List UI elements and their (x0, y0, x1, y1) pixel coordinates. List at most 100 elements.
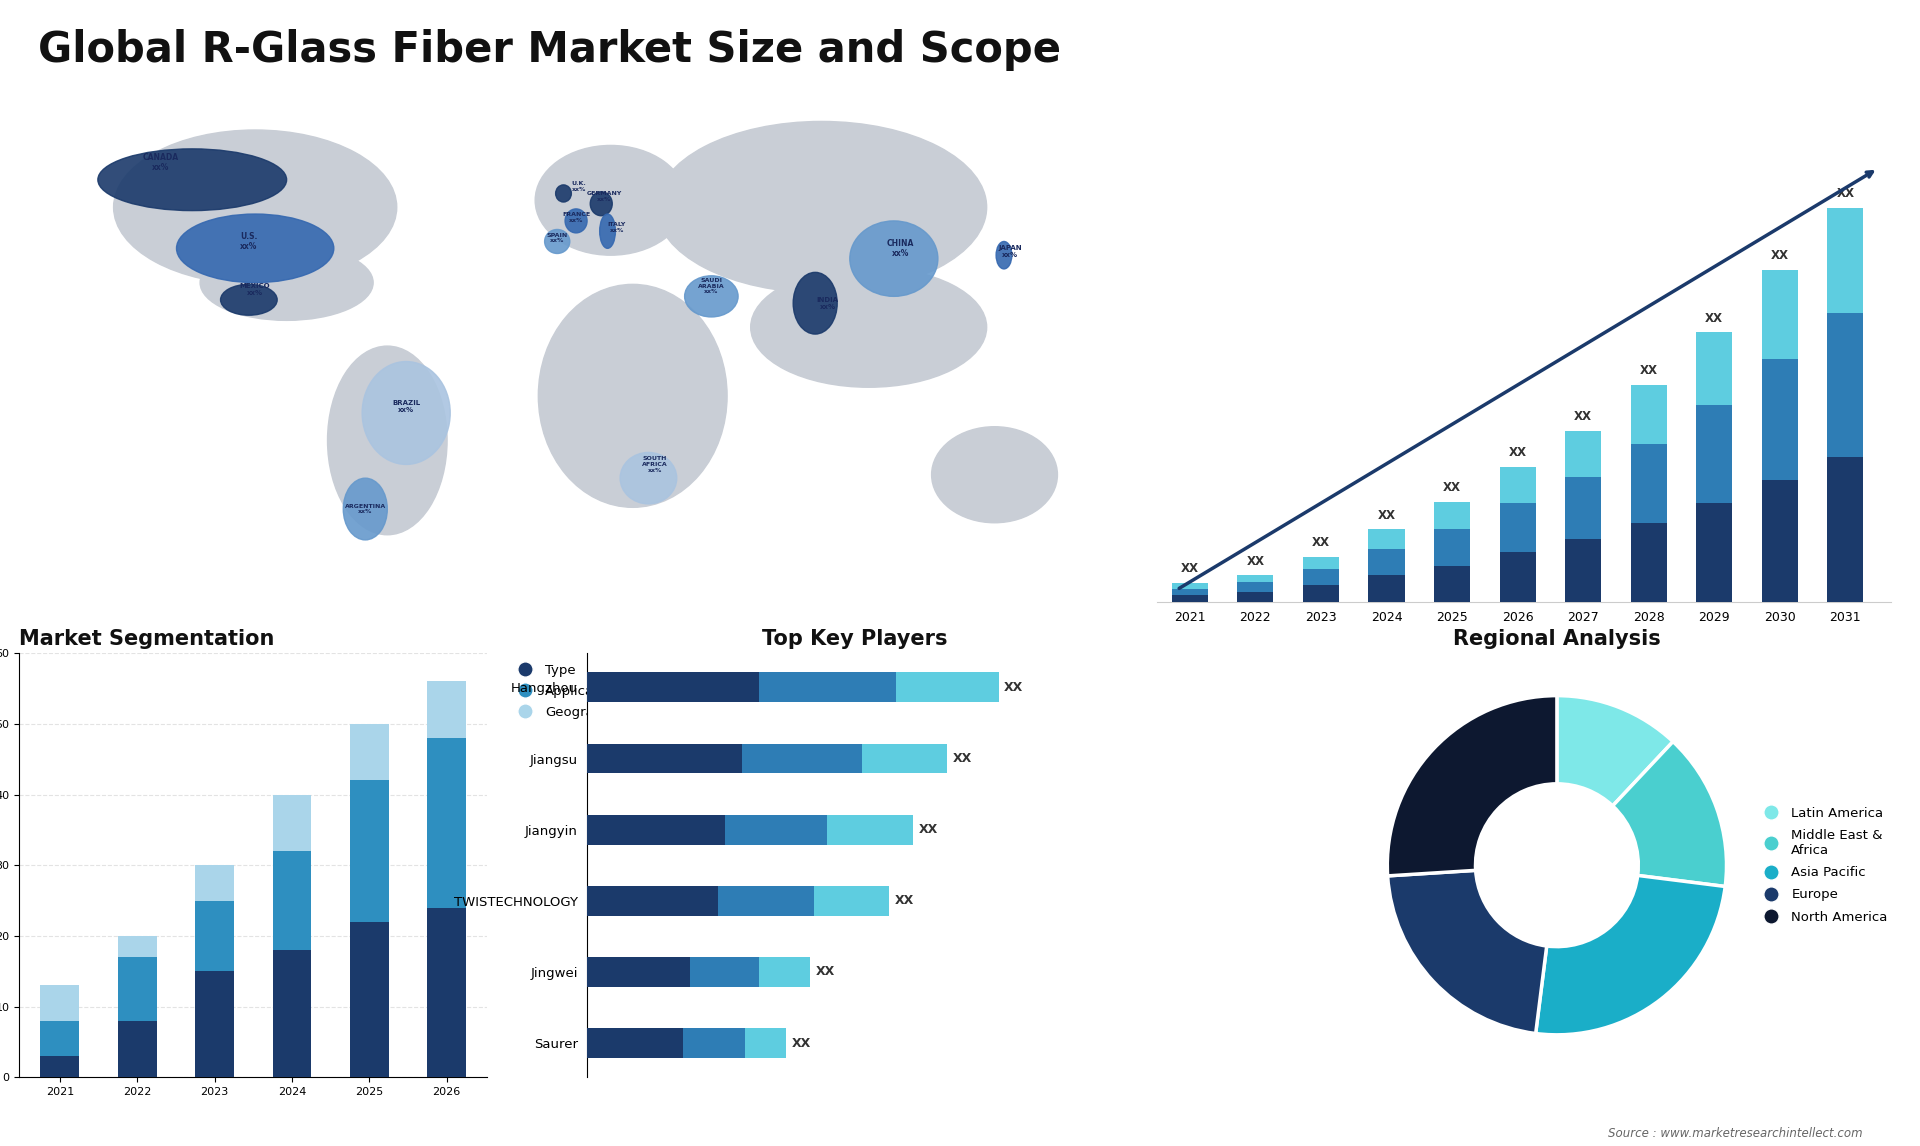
Text: CANADA
xx%: CANADA xx% (142, 152, 179, 172)
Bar (196, 865, 234, 901)
Bar (196, 972, 234, 1077)
Bar (814, 886, 889, 916)
Text: JAPAN
xx%: JAPAN xx% (998, 245, 1021, 258)
Bar (1828, 457, 1862, 602)
Wedge shape (1388, 870, 1548, 1034)
Bar (588, 957, 691, 987)
Bar (1763, 480, 1797, 602)
Bar (349, 724, 388, 780)
Text: XX: XX (952, 752, 972, 766)
Bar (1171, 595, 1208, 602)
Bar (40, 1021, 79, 1057)
Bar (1171, 583, 1208, 589)
Bar (741, 744, 862, 774)
Text: MEXICO
xx%: MEXICO xx% (240, 283, 271, 296)
Bar (1500, 503, 1536, 552)
Bar (1565, 477, 1601, 540)
Text: XX: XX (1509, 446, 1526, 460)
Text: Global R-Glass Fiber Market Size and Scope: Global R-Glass Fiber Market Size and Sco… (38, 29, 1062, 71)
Bar (1236, 591, 1273, 602)
Ellipse shape (221, 284, 276, 315)
Bar (588, 886, 718, 916)
Bar (897, 673, 998, 702)
Bar (1171, 589, 1208, 595)
Ellipse shape (98, 149, 286, 211)
Bar (349, 921, 388, 1077)
Legend: Latin America, Middle East &
Africa, Asia Pacific, Europe, North America: Latin America, Middle East & Africa, Asi… (1755, 803, 1891, 927)
Text: XX: XX (791, 1036, 810, 1050)
Ellipse shape (536, 146, 685, 256)
Ellipse shape (344, 478, 388, 540)
Ellipse shape (328, 346, 447, 535)
Bar (273, 851, 311, 950)
Bar (1369, 549, 1405, 575)
Text: SOUTH
AFRICA
xx%: SOUTH AFRICA xx% (641, 456, 668, 473)
Ellipse shape (751, 267, 987, 387)
Text: SPAIN
xx%: SPAIN xx% (547, 233, 568, 243)
Bar (1500, 552, 1536, 602)
Bar (1304, 568, 1338, 586)
Text: U.K.
xx%: U.K. xx% (572, 181, 588, 193)
Bar (1763, 359, 1797, 480)
Bar (684, 1028, 745, 1058)
Wedge shape (1557, 696, 1672, 806)
Ellipse shape (113, 129, 397, 284)
Bar (117, 936, 157, 957)
Bar (1695, 503, 1732, 602)
Text: FRANCE
xx%: FRANCE xx% (563, 212, 589, 222)
Bar (1369, 529, 1405, 549)
Bar (40, 1057, 79, 1077)
Bar (1695, 332, 1732, 405)
Text: GERMANY
xx%: GERMANY xx% (588, 191, 622, 203)
Bar (273, 794, 311, 851)
Text: U.S.
xx%: U.S. xx% (240, 231, 257, 251)
Bar (1304, 557, 1338, 568)
Bar (588, 1028, 684, 1058)
Legend: Type, Application, Geography: Type, Application, Geography (507, 660, 624, 723)
Text: BRAZIL
xx%: BRAZIL xx% (392, 400, 420, 413)
Bar (1828, 313, 1862, 457)
Bar (588, 744, 741, 774)
Bar (1763, 270, 1797, 359)
Bar (828, 815, 914, 845)
Bar (349, 780, 388, 921)
Wedge shape (1613, 741, 1726, 887)
Bar (428, 682, 467, 738)
Text: XX: XX (1836, 187, 1855, 199)
Wedge shape (1388, 696, 1557, 876)
Ellipse shape (177, 214, 334, 283)
Bar (273, 950, 311, 1077)
Text: XX: XX (1181, 563, 1198, 575)
Ellipse shape (996, 242, 1012, 269)
Ellipse shape (200, 245, 372, 321)
Ellipse shape (931, 426, 1058, 523)
Bar (1434, 565, 1471, 602)
Bar (1565, 431, 1601, 477)
Bar (1434, 502, 1471, 529)
Bar (117, 1021, 157, 1077)
Ellipse shape (363, 361, 449, 464)
Title: Regional Analysis: Regional Analysis (1453, 629, 1661, 649)
Bar (862, 744, 947, 774)
Text: XX: XX (1444, 481, 1461, 494)
Bar (1236, 575, 1273, 582)
Bar (1695, 405, 1732, 503)
Bar (1434, 529, 1471, 565)
Text: Market Segmentation: Market Segmentation (19, 629, 275, 649)
Ellipse shape (685, 276, 737, 317)
Bar (1236, 582, 1273, 591)
Ellipse shape (793, 273, 837, 335)
Text: XX: XX (1311, 536, 1331, 549)
Bar (1500, 468, 1536, 503)
Bar (196, 901, 234, 972)
Ellipse shape (657, 121, 987, 293)
Text: XX: XX (1574, 410, 1592, 423)
Bar (428, 738, 467, 908)
Ellipse shape (564, 209, 588, 233)
Bar (1369, 575, 1405, 602)
Text: XX: XX (816, 965, 835, 979)
Bar (1630, 444, 1667, 523)
Text: ITALY
xx%: ITALY xx% (609, 222, 626, 233)
Bar (758, 957, 810, 987)
Text: Source : www.marketresearchintellect.com: Source : www.marketresearchintellect.com (1607, 1128, 1862, 1140)
